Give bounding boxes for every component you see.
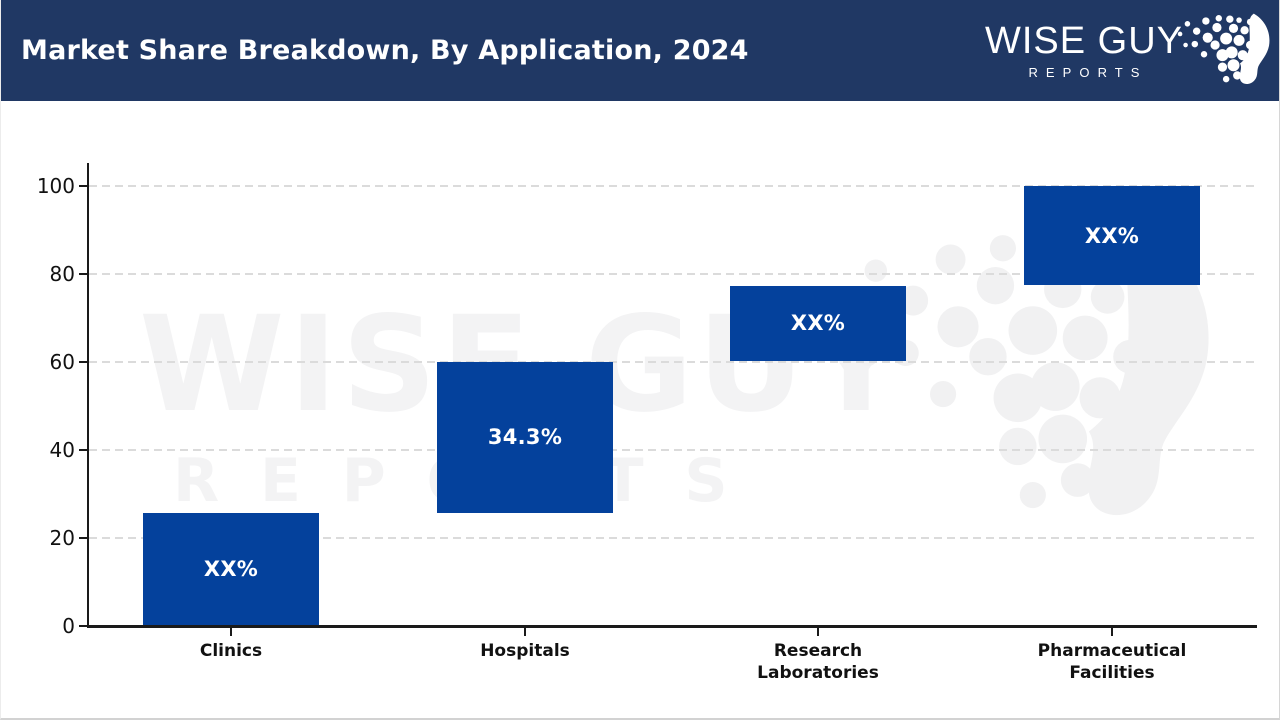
bar-value-label: XX% — [1084, 223, 1140, 248]
logo-subtitle: REPORTS — [1028, 64, 1148, 80]
x-axis-tick — [817, 628, 819, 636]
x-axis-tick — [1111, 628, 1113, 636]
page-title: Market Share Breakdown, By Application, … — [21, 35, 749, 66]
gridline — [89, 185, 1257, 187]
x-axis-category-label: Hospitals — [480, 641, 570, 661]
y-axis-tick — [79, 185, 88, 187]
wise-guy-logo: WISE GUY REPORTS — [985, 11, 1275, 91]
logo-name: WISE GUY — [984, 19, 1183, 62]
x-axis-tick — [230, 628, 232, 636]
y-axis-tick-label: 20 — [49, 526, 75, 550]
y-axis-tick — [79, 361, 88, 363]
x-axis-tick — [524, 628, 526, 636]
waterfall-bar: 34.3% — [437, 362, 613, 513]
y-axis-tick-label: 80 — [49, 262, 75, 286]
gridline — [89, 449, 1257, 451]
bar-value-label: XX% — [790, 311, 846, 336]
y-axis-tick — [79, 449, 88, 451]
y-axis-tick — [79, 537, 88, 539]
x-axis-category-label: Research Laboratories — [757, 641, 879, 684]
waterfall-bar: XX% — [730, 286, 906, 361]
header-bar: Market Share Breakdown, By Application, … — [1, 0, 1279, 101]
y-axis-tick-label: 100 — [36, 174, 75, 198]
gridline — [89, 361, 1257, 363]
y-axis-line — [87, 163, 89, 627]
y-axis-tick-label: 60 — [49, 350, 75, 374]
x-axis-category-label: Pharmaceutical Facilities — [1037, 641, 1187, 684]
gridline — [89, 273, 1257, 275]
waterfall-bar: XX% — [143, 512, 319, 626]
y-axis-tick-label: 40 — [49, 438, 75, 462]
waterfall-bar: XX% — [1024, 186, 1200, 286]
x-axis-category-label: Clinics — [199, 641, 263, 661]
gridline — [89, 537, 1257, 539]
x-axis-line — [87, 625, 1257, 628]
y-axis-tick — [79, 273, 88, 275]
bar-value-label: XX% — [203, 557, 259, 582]
bar-value-label: 34.3% — [487, 425, 563, 450]
logo-text: WISE GUY REPORTS — [985, 22, 1183, 80]
y-axis-tick — [79, 625, 88, 627]
y-axis-tick-label: 0 — [62, 614, 75, 638]
wise-guy-head-icon — [1177, 13, 1270, 84]
